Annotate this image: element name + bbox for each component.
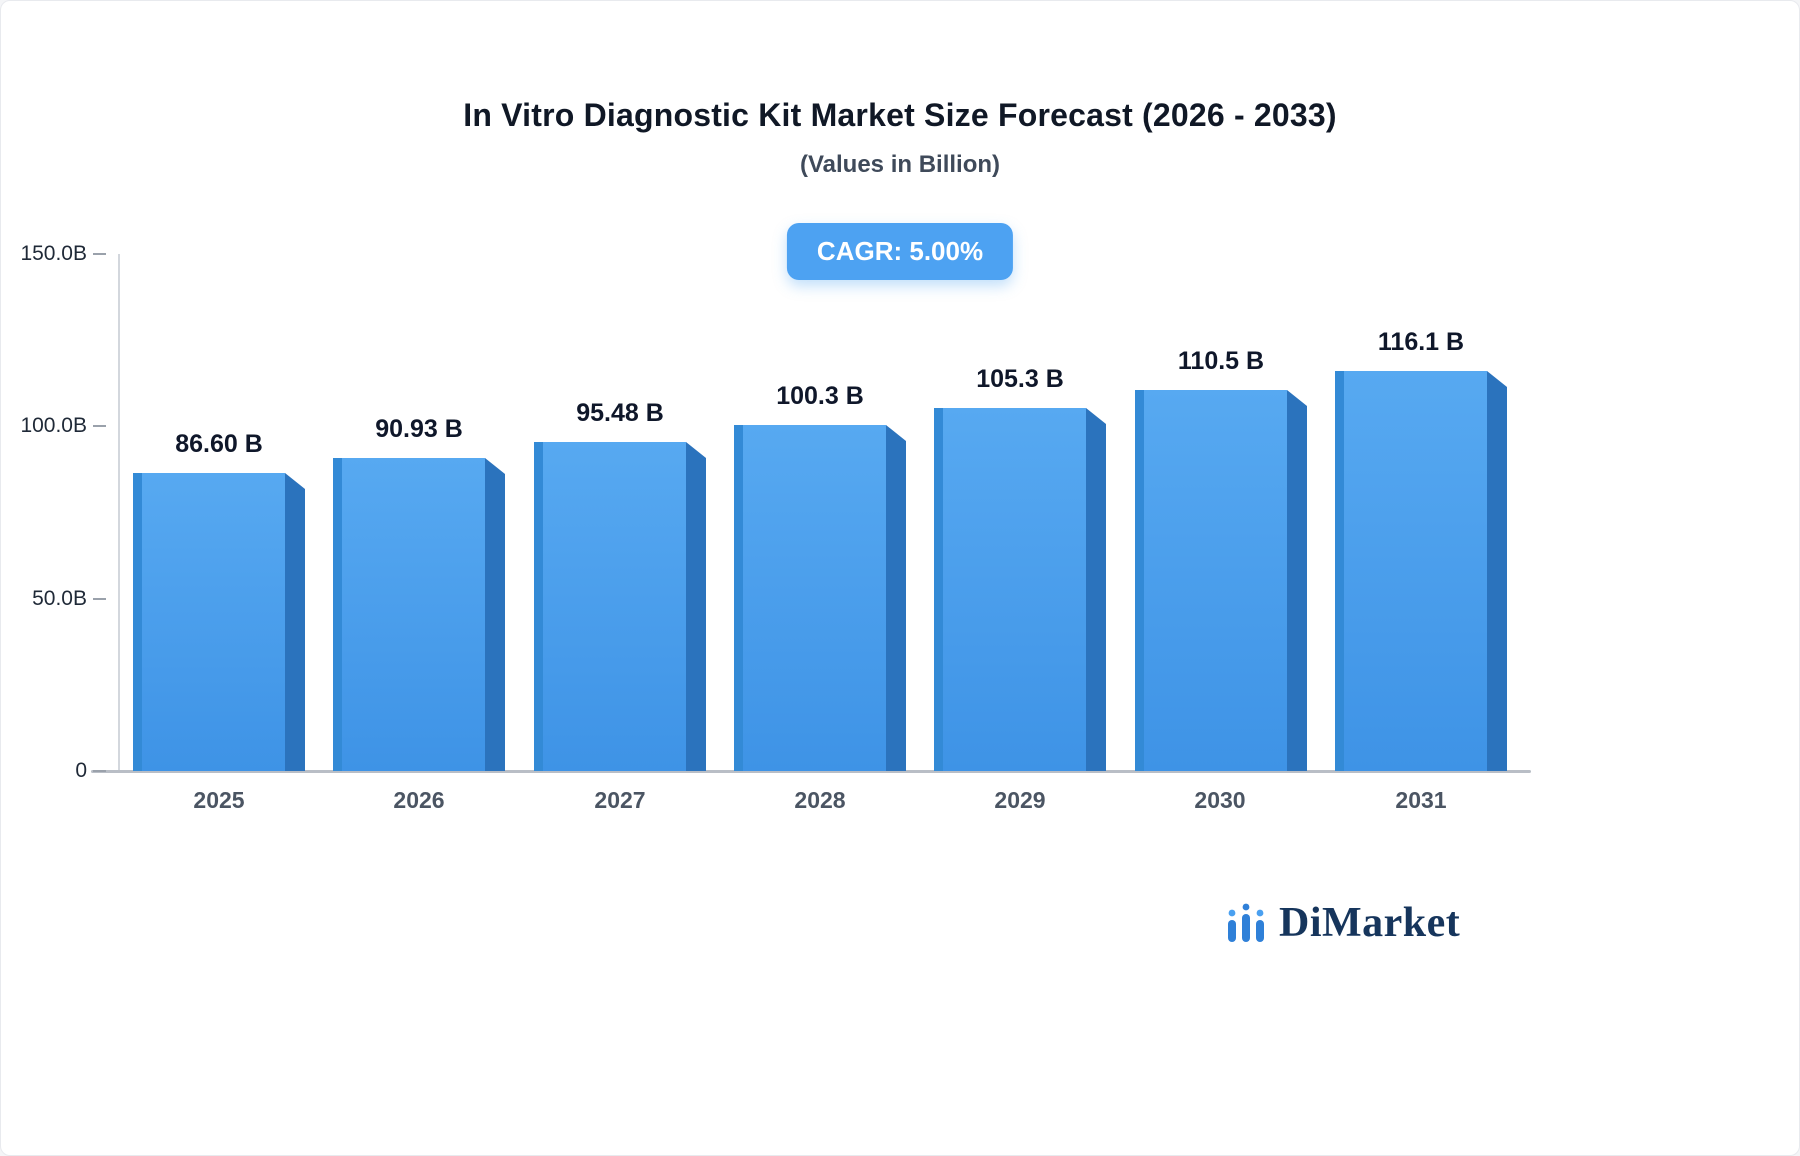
bar-2031[interactable] bbox=[1335, 371, 1507, 771]
bar-2029[interactable] bbox=[934, 408, 1106, 771]
bar-shape bbox=[934, 408, 1106, 771]
bar-2027[interactable] bbox=[534, 442, 706, 771]
plot-area: 86.60 B 90.93 B 95.48 B 100.3 B 105.3 B 110.5… bbox=[119, 254, 1521, 771]
bar-shape bbox=[1335, 371, 1507, 771]
y-tick-label: 50.0B bbox=[32, 586, 87, 610]
x-tick-label: 2031 bbox=[1395, 787, 1447, 813]
x-tick-label: 2029 bbox=[994, 787, 1046, 813]
bar-2025[interactable] bbox=[133, 473, 305, 771]
x-tick-label: 2026 bbox=[393, 787, 445, 813]
bar-2028[interactable] bbox=[734, 425, 906, 771]
bar-shape bbox=[734, 425, 906, 771]
brand-logo-text: DiMarket bbox=[1279, 900, 1461, 946]
bar-2026[interactable] bbox=[333, 458, 505, 771]
cagr-badge: CAGR: 5.00% bbox=[786, 223, 1014, 280]
bar-value-label: 95.48 B bbox=[576, 399, 664, 427]
x-tick-label: 2028 bbox=[794, 787, 846, 813]
bar-shape bbox=[133, 473, 305, 771]
bar-value-label: 105.3 B bbox=[976, 365, 1064, 393]
y-tick-mark bbox=[93, 253, 106, 255]
y-tick-label: 100.0B bbox=[20, 414, 87, 438]
x-tick-label: 2025 bbox=[193, 787, 245, 813]
y-tick-label: 150.0B bbox=[20, 242, 87, 265]
y-tick-mark bbox=[93, 425, 106, 428]
brand-logo: DiMarket bbox=[1223, 899, 1460, 947]
bar-value-label: 90.93 B bbox=[375, 415, 463, 443]
y-axis-line bbox=[118, 254, 120, 771]
x-tick-label: 2030 bbox=[1194, 787, 1246, 813]
x-axis: 2025 2026 2027 2028 2029 2030 2031 bbox=[119, 787, 1521, 823]
bar-2030[interactable] bbox=[1135, 390, 1307, 771]
x-axis-line bbox=[91, 770, 1531, 773]
x-tick-label: 2027 bbox=[594, 787, 646, 813]
y-tick-label: 0 bbox=[75, 759, 87, 782]
chart-title: In Vitro Diagnostic Kit Market Size Fore… bbox=[463, 97, 1337, 133]
dimarket-bars-icon bbox=[1228, 903, 1264, 942]
y-tick-mark bbox=[93, 770, 106, 772]
bar-shape bbox=[1135, 390, 1307, 771]
bar-value-label: 116.1 B bbox=[1377, 328, 1465, 356]
y-tick-mark bbox=[93, 597, 106, 600]
chart-subtitle: (Values in Billion) bbox=[799, 151, 1001, 178]
bar-shape bbox=[333, 458, 505, 771]
bar-value-label: 110.5 B bbox=[1177, 347, 1265, 375]
bar-value-label: 86.60 B bbox=[175, 430, 263, 458]
bar-shape bbox=[534, 442, 706, 771]
bar-value-label: 100.3 B bbox=[776, 382, 864, 410]
